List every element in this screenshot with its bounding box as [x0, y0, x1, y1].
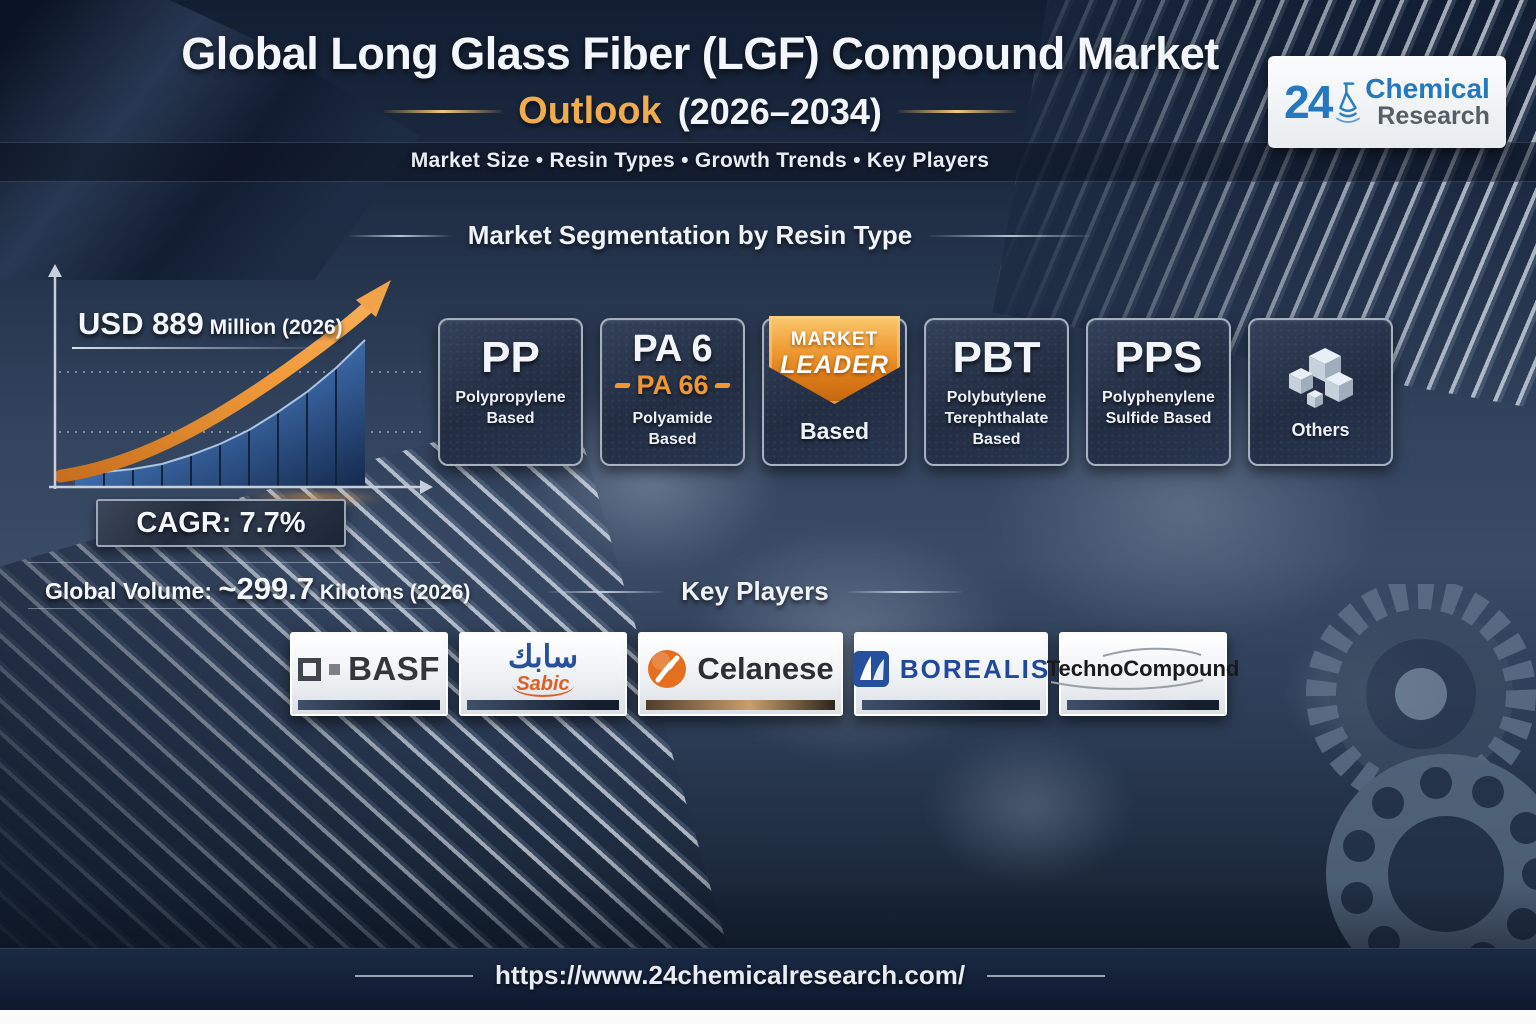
outlook-period: (2026–2034)	[677, 90, 882, 132]
market-size-underline	[72, 347, 312, 349]
gold-divider-right	[897, 110, 1016, 113]
borealis-logo-text: BOREALIS	[899, 653, 1051, 684]
resin-card-pp: PP Polypropylene Based	[438, 318, 583, 466]
dash-icon	[614, 383, 632, 388]
logo-24-text: 24	[1284, 76, 1333, 128]
footer-line-left	[354, 974, 473, 977]
technocompound-logo: TechnoCompound	[1046, 647, 1240, 690]
volume-suffix: Kilotons (2026)	[314, 581, 471, 604]
celanese-logo: Celanese	[647, 649, 834, 689]
resin-card-title: PBT	[952, 333, 1041, 382]
basf-logo-text: BASF	[348, 650, 440, 687]
borealis-logo: BOREALIS	[852, 650, 1050, 688]
subtitle-band	[0, 142, 1536, 182]
celanese-circle-icon	[648, 650, 687, 688]
heading-line-right	[930, 234, 1091, 237]
resin-card-subtitle: Based	[799, 418, 870, 444]
borealis-square-icon	[852, 651, 889, 687]
outlook-subtitle-row: Outlook (2026–2034)	[0, 90, 1400, 133]
logo-card-basf: BASF	[290, 632, 448, 716]
page-title: Global Long Glass Fiber (LGF) Compound M…	[181, 28, 1219, 79]
sabic-logo: سابك Sabic	[508, 641, 578, 697]
swoosh-icon	[1050, 647, 1203, 690]
global-volume-label: Global Volume: ~299.7 Kilotons (2026)	[45, 571, 470, 607]
resin-card-subtitle: Polybutylene Terephthalate Based	[944, 389, 1049, 448]
footer-url: https://www.24chemicalresearch.com/	[494, 960, 966, 990]
resin-cards-row: PP Polypropylene Based PA 6 PA 66 Polyam…	[438, 316, 1393, 466]
cubes-icon	[1281, 340, 1361, 415]
resin-card-title: PA 6	[632, 328, 713, 370]
resin-card-title: PP	[481, 333, 540, 382]
heading-line-left	[349, 234, 450, 237]
segmentation-heading-row: Market Segmentation by Resin Type	[0, 220, 1440, 251]
badge-word-market: MARKET	[790, 329, 879, 350]
logo-word-research: Research	[1377, 101, 1490, 130]
footer-band	[0, 948, 1536, 1010]
resin-card-title: Others	[1291, 420, 1350, 440]
resin-card-subtitle: Polyamide Based	[632, 410, 713, 448]
resin-card-alt-title: PA 66	[636, 370, 709, 400]
resin-card-market-leader: MARKET LEADER Based	[762, 316, 907, 466]
key-players-row: BASF سابك Sabic Celanese	[290, 632, 1239, 716]
celanese-logo-text: Celanese	[697, 651, 834, 686]
basf-square-icon	[298, 657, 322, 681]
key-players-heading: Key Players	[681, 576, 829, 606]
logo-card-celanese: Celanese	[638, 632, 843, 716]
logo-words: Chemical Research	[1365, 72, 1490, 130]
market-size-suffix: Million (2026)	[203, 316, 343, 339]
badge-word-leader: LEADER	[780, 351, 889, 379]
heading-line-left	[548, 590, 664, 593]
logo-word-chemical: Chemical	[1365, 72, 1490, 104]
logo-card-strip	[467, 700, 619, 710]
cagr-value: CAGR: 7.7%	[136, 506, 306, 539]
logo-card-borealis: BOREALIS	[852, 632, 1050, 716]
logo-card-strip	[298, 700, 440, 710]
logo-card-sabic: سابك Sabic	[459, 632, 627, 716]
resin-card-pa6-pa66: PA 6 PA 66 Polyamide Based	[600, 318, 745, 466]
stats-divider-top	[28, 562, 440, 563]
logo-card-technocompound: TechnoCompound	[1047, 632, 1239, 716]
pa66-row: PA 66	[614, 370, 731, 401]
key-players-heading-row: Key Players	[0, 576, 1510, 607]
market-leader-badge: MARKET LEADER	[769, 316, 900, 404]
resin-card-pbt: PBT Polybutylene Terephthalate Based	[924, 318, 1069, 466]
heading-line-right	[846, 590, 962, 593]
resin-card-title: PPS	[1114, 333, 1203, 382]
subtitle-text: Market Size • Resin Types • Growth Trend…	[410, 149, 990, 172]
volume-value: ~299.7	[218, 571, 315, 606]
stats-divider-bottom	[28, 608, 440, 609]
volume-prefix: Global Volume:	[45, 578, 219, 604]
up-arrow-icon	[54, 301, 374, 483]
technocompound-logo-text: TechnoCompound	[1046, 656, 1240, 681]
sabic-logo-text: Sabic	[512, 674, 574, 697]
sabic-arabic-text: سابك	[507, 639, 579, 674]
growth-chart	[48, 264, 433, 494]
logo-card-strip	[646, 700, 835, 710]
logo-card-strip	[1067, 700, 1219, 710]
bottom-white-strip	[0, 1010, 1536, 1024]
footer-row: https://www.24chemicalresearch.com/	[0, 960, 1460, 991]
basf-logo: BASF	[298, 650, 440, 688]
resin-card-others: Others	[1248, 318, 1393, 466]
logo-card-strip	[862, 700, 1040, 710]
market-size-label: USD 889 Million (2026)	[78, 306, 343, 342]
footer-line-right	[987, 974, 1106, 977]
resin-card-subtitle: Polyphenylene Sulfide Based	[1102, 389, 1215, 427]
resin-card-subtitle: Polypropylene Based	[455, 389, 566, 427]
market-size-value: USD 889	[78, 306, 204, 341]
gold-divider-left	[384, 110, 503, 113]
outlook-word: Outlook	[518, 90, 662, 132]
company-logo: 24 Chemical Research	[1268, 56, 1506, 148]
dash-icon	[713, 383, 731, 388]
flask-icon	[1336, 82, 1361, 123]
cagr-box: CAGR: 7.7%	[96, 499, 346, 547]
segmentation-heading: Market Segmentation by Resin Type	[467, 220, 913, 250]
basf-small-square-icon	[329, 663, 341, 675]
resin-card-pps: PPS Polyphenylene Sulfide Based	[1086, 318, 1231, 466]
